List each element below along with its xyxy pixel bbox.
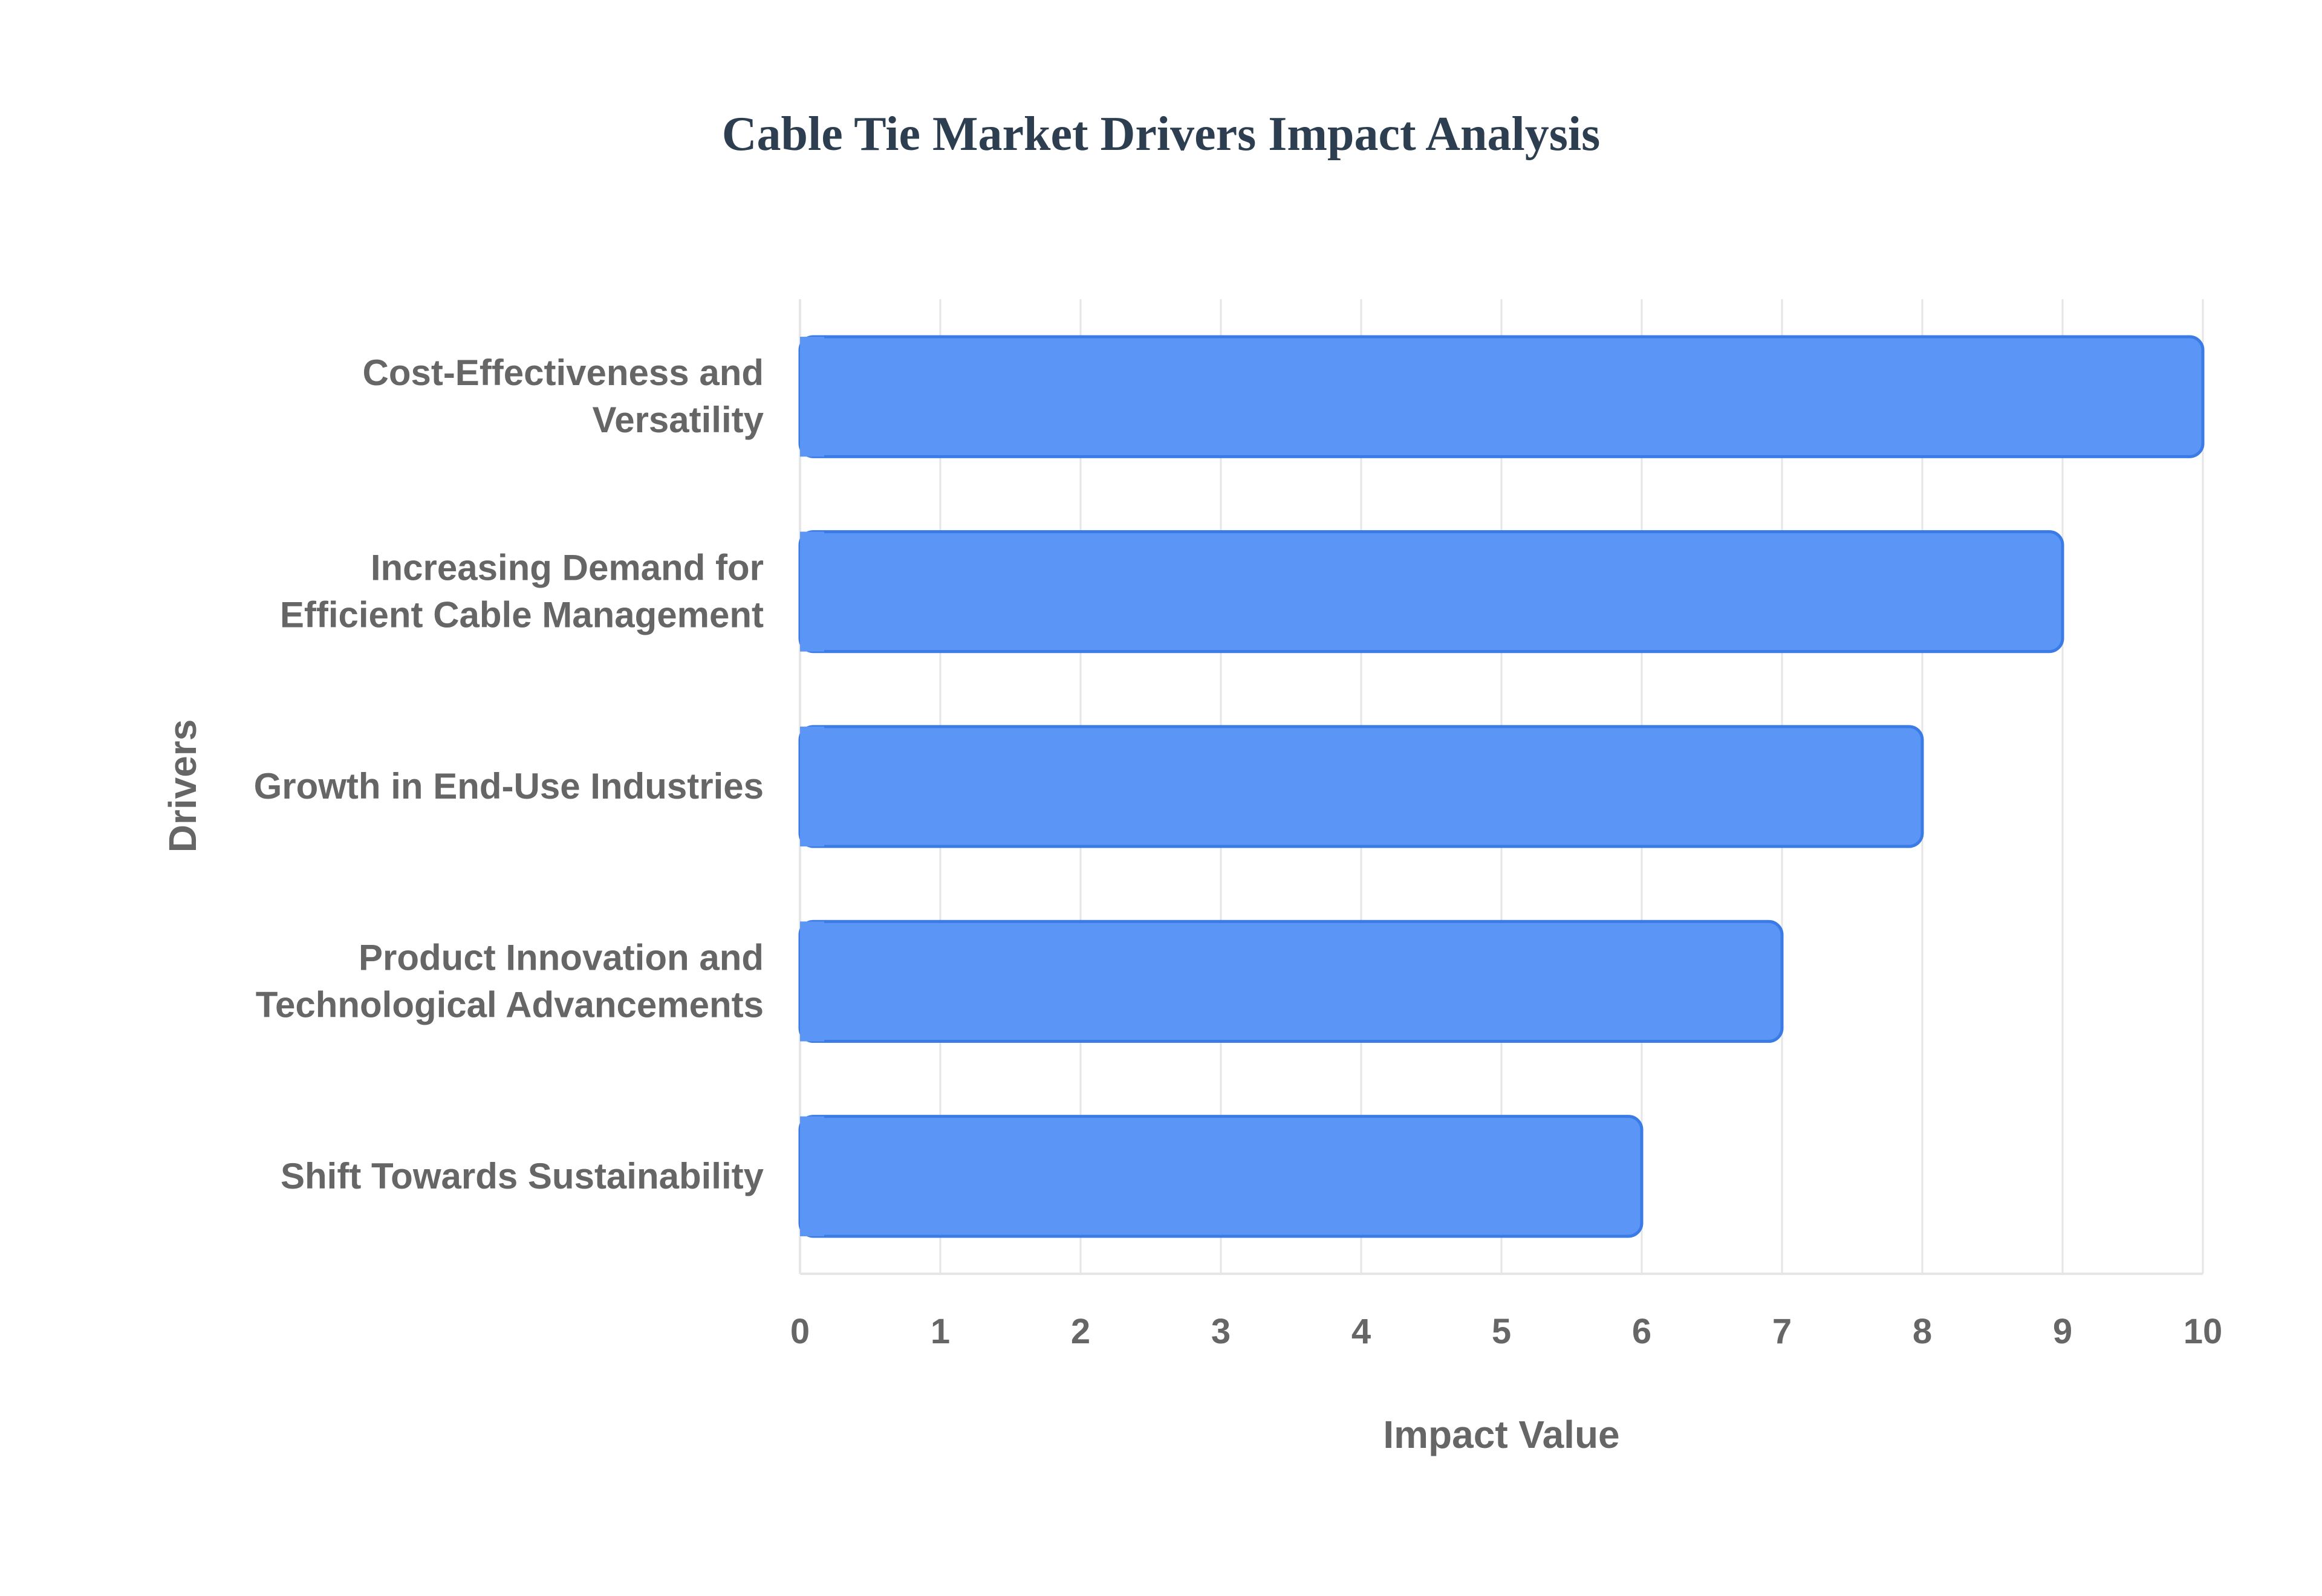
bar[interactable]: [798, 920, 1784, 1043]
chart-title: Cable Tie Market Drivers Impact Analysis: [722, 108, 1601, 161]
bar[interactable]: [798, 1115, 1644, 1238]
bar-base: [800, 1116, 824, 1236]
bar-base: [800, 531, 824, 652]
y-category-label-line: Growth in End-Use Industries: [254, 766, 764, 806]
x-tick-label: 7: [1772, 1312, 1792, 1351]
x-tick-label: 3: [1211, 1312, 1231, 1351]
x-tick-label: 9: [2053, 1312, 2072, 1351]
y-category-label-line: Cost-Effectiveness and: [362, 352, 764, 393]
x-tick-label: 1: [931, 1312, 950, 1351]
y-category-label-line: Versatility: [592, 400, 764, 440]
x-tick-label: 6: [1632, 1312, 1651, 1351]
x-tick-label: 2: [1071, 1312, 1090, 1351]
x-tick-label: 0: [790, 1312, 810, 1351]
x-tick-label: 4: [1351, 1312, 1371, 1351]
bar[interactable]: [798, 725, 1924, 848]
bar[interactable]: [798, 335, 2205, 458]
y-category-label: Cost-Effectiveness and Versatility: [362, 352, 764, 440]
bar-base: [800, 921, 824, 1042]
y-category-label: Growth in End-Use Industries: [254, 766, 764, 806]
y-category-label: Product Innovation and Technological Adva…: [256, 937, 764, 1025]
y-category-label: Increasing Demand for Efficient Cable Man…: [280, 548, 764, 635]
y-category-label-line: Increasing Demand for: [371, 548, 764, 588]
bar-base: [800, 337, 824, 457]
y-category-label-line: Efficient Cable Management: [280, 595, 764, 635]
bar-layer: [798, 335, 2205, 1238]
y-category-label-line: Shift Towards Sustainability: [281, 1156, 764, 1196]
x-tick-label: 5: [1492, 1312, 1511, 1351]
y-category-label: Shift Towards Sustainability: [281, 1156, 764, 1196]
y-category-label-line: Technological Advancements: [256, 984, 764, 1025]
bar-base: [800, 726, 824, 847]
x-tick-label: 8: [1913, 1312, 1932, 1351]
y-category-label-line: Product Innovation and: [359, 937, 764, 978]
y-axis-title: Drivers: [161, 719, 204, 853]
x-axis-title: Impact Value: [1383, 1413, 1619, 1456]
x-tick-label: 10: [2184, 1312, 2223, 1351]
bar[interactable]: [798, 530, 2064, 654]
label-layer: 0 1 2 3 4 5 6 7 8 9 10 Cost-Effectiveness and Versat…: [254, 352, 2223, 1351]
